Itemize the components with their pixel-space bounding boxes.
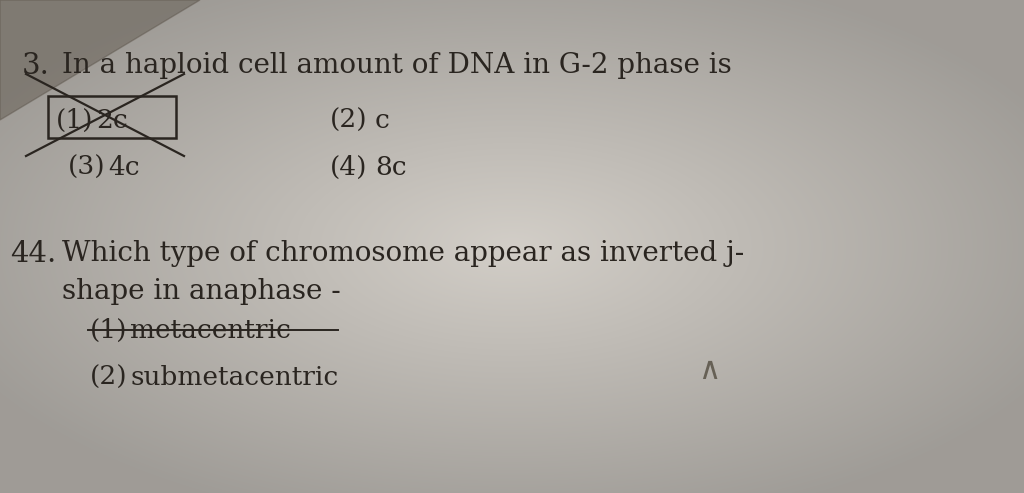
Text: shape in anaphase -: shape in anaphase - <box>62 278 341 305</box>
Text: In a haploid cell amount of DNA in G-2 phase is: In a haploid cell amount of DNA in G-2 p… <box>62 52 732 79</box>
Text: 8c: 8c <box>375 155 407 180</box>
Text: (3): (3) <box>68 155 105 180</box>
Text: metacentric: metacentric <box>130 318 291 343</box>
Text: c: c <box>375 108 390 133</box>
Text: 3.: 3. <box>22 52 50 80</box>
Text: (2): (2) <box>330 108 368 133</box>
Text: ∧: ∧ <box>698 355 720 386</box>
Text: (2): (2) <box>90 365 128 390</box>
Text: (1): (1) <box>90 318 128 343</box>
Text: 2c: 2c <box>96 108 128 133</box>
Text: (4): (4) <box>330 155 368 180</box>
Text: 44.: 44. <box>10 240 56 268</box>
Text: (1): (1) <box>56 108 93 133</box>
Text: submetacentric: submetacentric <box>130 365 338 390</box>
Text: Which type of chromosome appear as inverted j-: Which type of chromosome appear as inver… <box>62 240 744 267</box>
Text: 4c: 4c <box>108 155 139 180</box>
Bar <box>48 96 176 138</box>
Polygon shape <box>0 0 200 120</box>
